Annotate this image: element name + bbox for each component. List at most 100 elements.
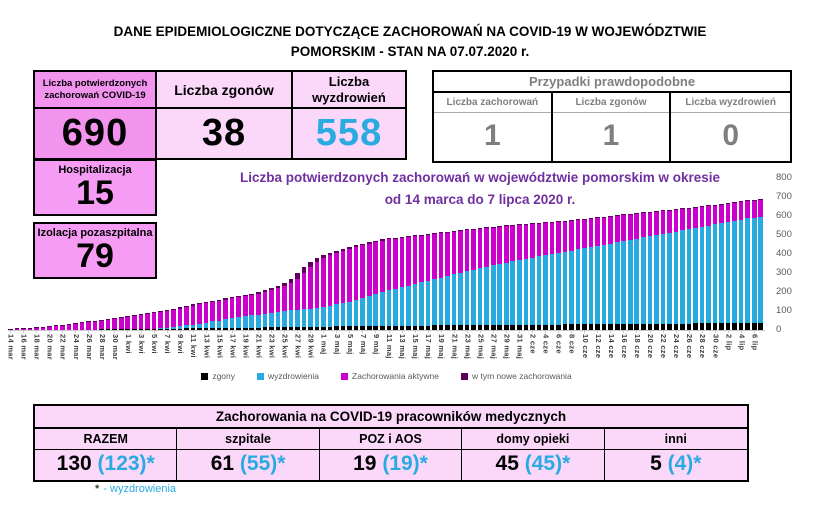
bar-segment: [673, 209, 679, 210]
bar-segment: [686, 208, 692, 230]
bar-segment: [719, 204, 724, 224]
bar-segment: [458, 230, 463, 273]
x-tick-mark: [714, 330, 716, 333]
bar-segment: [477, 227, 483, 229]
bar-segment: [497, 226, 503, 265]
x-tick-mark: [271, 330, 273, 333]
bar-segment: [575, 324, 581, 330]
deaths-label: Liczba zgonów: [156, 71, 292, 108]
bar-segment: [308, 261, 313, 268]
bar-segment: [608, 324, 613, 330]
bar-segment: [275, 311, 281, 328]
x-tick-mark: [740, 330, 742, 333]
bar-segment: [366, 243, 372, 296]
bar-segment: [151, 312, 157, 329]
bar-segment: [275, 285, 281, 289]
medical-table-grid: RAZEM szpitale POZ i AOS domy opieki inni 130…: [35, 429, 747, 480]
medical-column-value: 19 (19)*: [320, 450, 463, 480]
bar-segment: [171, 327, 176, 329]
bar-segment: [673, 323, 679, 330]
bar-segment: [438, 233, 444, 278]
x-tick-mark: [231, 330, 233, 333]
bar-segment: [386, 290, 392, 327]
bar-segment: [190, 328, 196, 330]
bar-segment: [216, 320, 222, 329]
bar-segment: [503, 226, 509, 263]
bar-segment: [412, 325, 418, 330]
bar-segment: [601, 324, 607, 330]
bar-segment: [575, 219, 581, 220]
bar-segment: [399, 325, 405, 330]
chart-legend: zgony wyzdrowienia Zachorowania aktywne w t…: [8, 371, 765, 381]
x-tick-label: 17 kwi: [228, 334, 238, 359]
x-tick-mark: [101, 330, 103, 333]
bar-segment: [360, 245, 365, 298]
x-tick-label: 15 kwi: [215, 334, 225, 359]
x-tick-label: 2 cze: [528, 334, 538, 354]
bar-segment: [138, 313, 144, 315]
bar-segment: [517, 224, 522, 261]
bar-segment: [40, 326, 46, 328]
bar-segment: [184, 325, 189, 329]
bar-segment: [145, 329, 150, 330]
bar-segment: [497, 226, 503, 227]
bar-segment: [393, 237, 398, 239]
bar-segment: [295, 326, 300, 330]
bar-segment: [471, 229, 476, 270]
bar-segment: [86, 322, 91, 330]
bar-segment: [523, 224, 529, 259]
bar-segment: [641, 323, 646, 330]
bar-segment: [340, 326, 346, 330]
bar-segment: [295, 278, 300, 310]
bar-segment: [738, 322, 744, 330]
bar-segment: [92, 320, 98, 322]
bar-segment: [660, 211, 666, 235]
bar-segment: [530, 224, 535, 258]
medical-total-value: 61: [210, 452, 240, 475]
bar-segment: [99, 329, 104, 330]
bar-segment: [549, 254, 555, 325]
x-tick-mark: [297, 330, 299, 333]
x-tick-mark: [179, 330, 181, 333]
x-tick-mark: [701, 330, 703, 333]
bar-segment: [145, 313, 150, 330]
bar-segment: [8, 328, 13, 330]
bar-segment: [706, 323, 711, 330]
x-tick-label: 25 kwi: [280, 334, 290, 359]
bar-segment: [484, 227, 489, 267]
bar-segment: [477, 228, 483, 269]
x-tick-mark: [310, 330, 312, 333]
bar-segment: [327, 253, 333, 255]
x-tick-label: 28 cze: [698, 334, 708, 359]
bar-segment: [295, 273, 300, 279]
bar-segment: [171, 328, 176, 330]
probable-col-cases: Liczba zachorowań 1: [434, 93, 553, 161]
bar-segment: [34, 327, 39, 328]
bar-segment: [575, 220, 581, 250]
bar-segment: [562, 251, 568, 325]
bar-segment: [373, 293, 379, 327]
isolation-value: 79: [76, 237, 114, 275]
bar-segment: [27, 328, 33, 330]
y-tick-label: 700: [776, 191, 792, 202]
x-tick-label: 27 maj: [489, 334, 499, 360]
bar-segment: [210, 300, 215, 302]
medical-total-value: 45: [495, 452, 525, 475]
x-tick-label: 14 cze: [606, 334, 616, 359]
bar-segment: [269, 327, 274, 330]
bar-segment: [569, 219, 574, 221]
bar-segment: [582, 324, 587, 330]
bar-segment: [406, 285, 411, 326]
bar-segment: [517, 260, 522, 325]
confirmed-value: 690: [34, 108, 156, 159]
legend-swatch-icon: [201, 372, 209, 380]
bar-segment: [693, 206, 698, 208]
bar-segment: [614, 215, 620, 216]
x-tick-mark: [257, 330, 259, 333]
x-tick-mark: [218, 330, 220, 333]
x-tick-label: 7 kwi: [163, 334, 173, 354]
bar-segment: [751, 322, 757, 330]
x-tick-label: 21 maj: [450, 334, 460, 360]
bar-segment: [373, 326, 379, 330]
bar-segment: [647, 236, 653, 324]
